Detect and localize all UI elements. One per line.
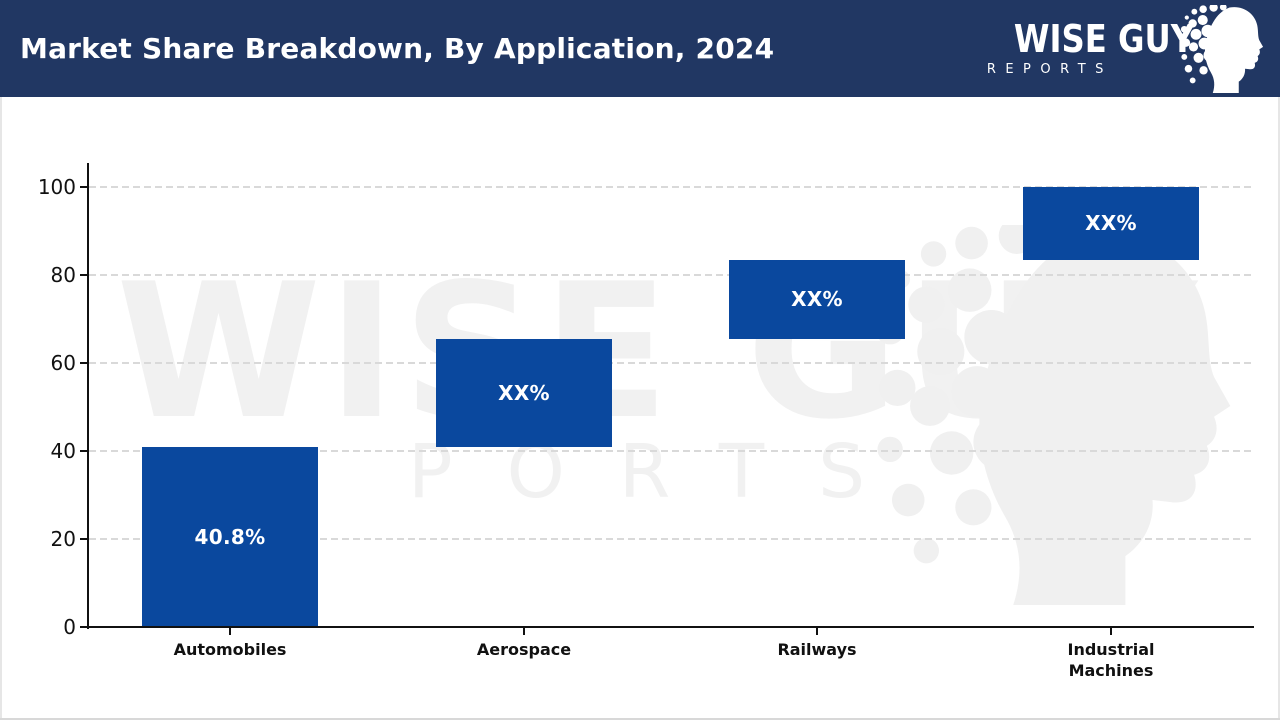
y-axis-line — [87, 163, 89, 629]
gridline-60 — [89, 362, 1253, 364]
y-tick-label-40: 40 — [50, 439, 76, 463]
category-label-3: Industrial Machines — [1067, 640, 1155, 680]
bar-aerospace: XX% — [436, 338, 612, 448]
logo-wordmark-line2: REPORTS — [986, 62, 1113, 77]
y-tick-label-100: 100 — [37, 175, 76, 199]
bar-value-label: 40.8% — [194, 525, 266, 550]
gridline-20 — [89, 538, 1253, 540]
x-axis-line — [87, 626, 1254, 628]
page-bottom-edge — [0, 718, 1280, 720]
category-label-0: Automobiles — [173, 640, 287, 659]
page-right-edge — [1278, 97, 1280, 720]
y-tick-80 — [80, 274, 88, 276]
logo-wordmark-line1: WISE GUY — [1013, 17, 1194, 61]
bar-value-label: XX% — [498, 381, 550, 406]
y-tick-60 — [80, 362, 88, 364]
bar-value-label: XX% — [791, 287, 843, 312]
y-tick-label-0: 0 — [63, 615, 76, 639]
y-tick-100 — [80, 186, 88, 188]
bar-railways: XX% — [729, 259, 905, 339]
y-tick-label-80: 80 — [50, 263, 76, 287]
gridline-80 — [89, 274, 1253, 276]
bar-industrial-machines: XX% — [1023, 187, 1199, 260]
category-label-2: Railways — [777, 640, 857, 659]
y-tick-0 — [80, 626, 88, 628]
x-tick-1 — [523, 628, 525, 635]
bar-value-label: XX% — [1085, 211, 1137, 236]
category-label-1: Aerospace — [476, 640, 572, 659]
x-tick-2 — [816, 628, 818, 635]
brand-logo: WISE GUY REPORTS — [982, 4, 1264, 93]
x-tick-0 — [229, 628, 231, 635]
watermark-face-icon — [875, 225, 1231, 605]
gridline-40 — [89, 450, 1253, 452]
header: Market Share Breakdown, By Application, … — [0, 0, 1280, 97]
page-left-edge — [0, 97, 2, 720]
logo-wordmark: WISE GUY REPORTS — [982, 20, 1194, 77]
y-tick-40 — [80, 450, 88, 452]
y-tick-20 — [80, 538, 88, 540]
page-title: Market Share Breakdown, By Application, … — [20, 32, 775, 65]
y-tick-label-20: 20 — [50, 527, 76, 551]
chart-area: WISE GUY PORTS 0 20 40 60 80 100 40.8% Automobi… — [0, 97, 1280, 720]
gridline-100 — [89, 186, 1253, 188]
x-tick-3 — [1110, 628, 1112, 635]
bar-automobiles: 40.8% — [142, 447, 318, 627]
y-tick-label-60: 60 — [50, 351, 76, 375]
